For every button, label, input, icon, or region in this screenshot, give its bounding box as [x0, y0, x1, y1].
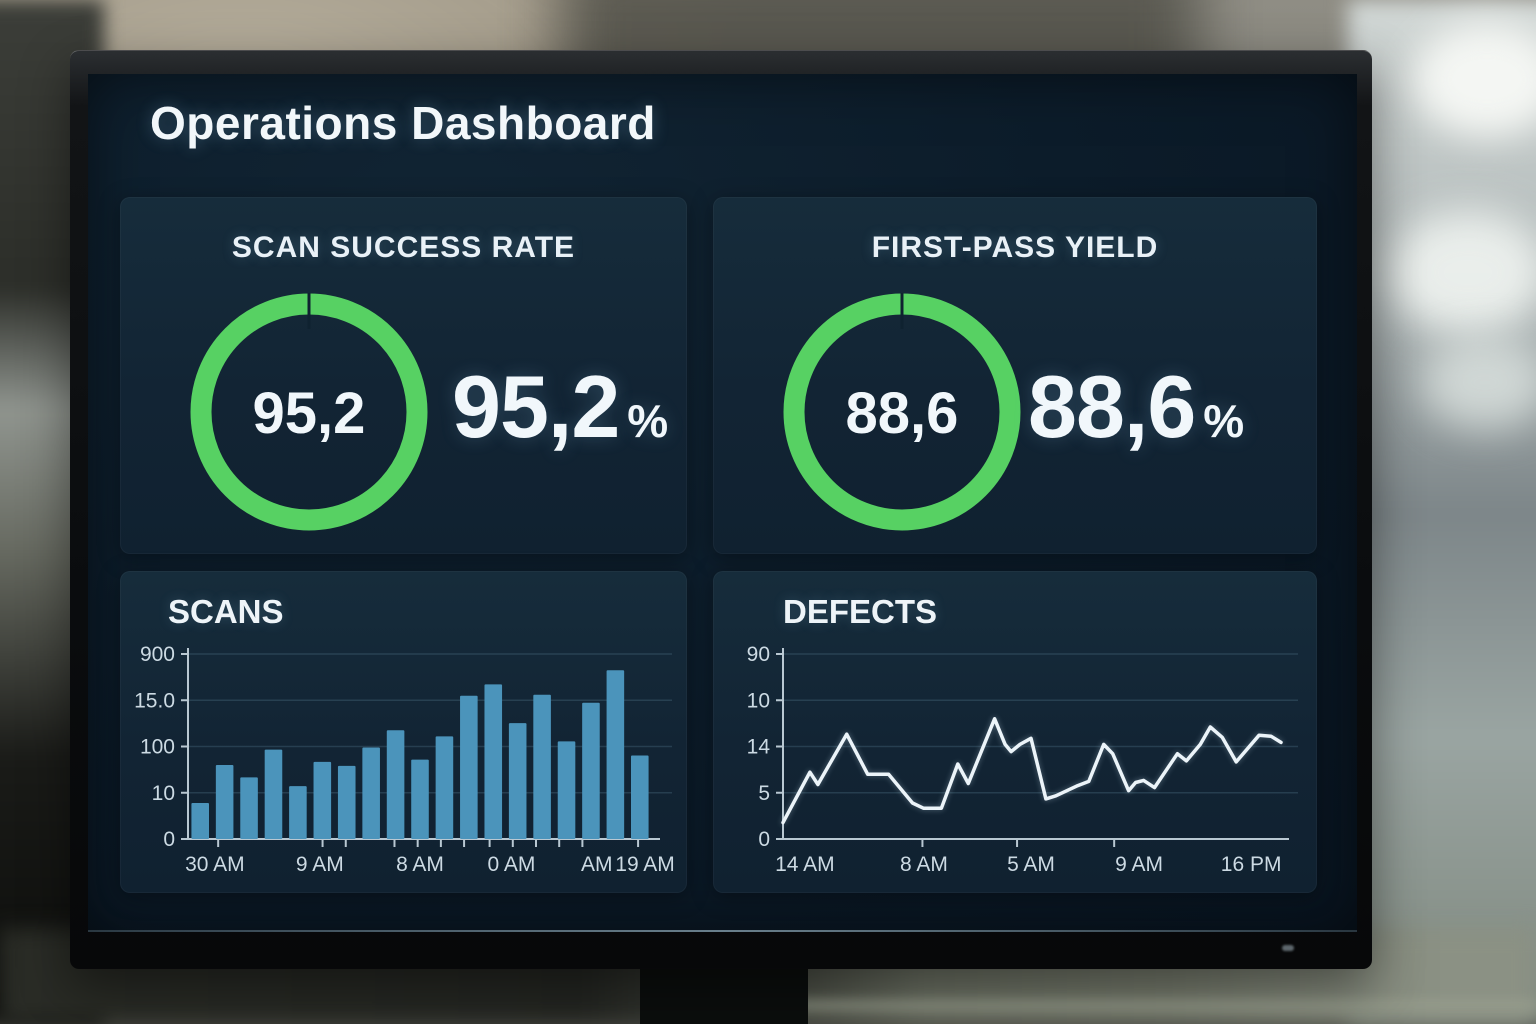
dashboard-screen: Operations Dashboard SCAN SUCCESS RATE 9… — [88, 74, 1357, 932]
kpi-percent-sign: % — [1203, 395, 1244, 447]
svg-text:16 PM: 16 PM — [1221, 853, 1282, 876]
svg-text:0 AM: 0 AM — [487, 853, 535, 876]
gauge-value: 95,2 — [253, 381, 366, 446]
background-blur-right — [1348, 0, 1536, 1024]
svg-text:900: 900 — [140, 643, 175, 666]
bezel-reflection-glint — [1282, 945, 1294, 951]
svg-text:19 AM: 19 AM — [615, 853, 675, 876]
svg-text:5: 5 — [758, 782, 770, 805]
gauge-value: 88,6 — [846, 381, 959, 446]
svg-text:0: 0 — [163, 828, 175, 851]
panel-scan-success-rate: SCAN SUCCESS RATE 95,2 95,2% — [120, 197, 687, 554]
svg-text:10: 10 — [747, 689, 770, 712]
scan-success-gauge-ring: 95,2 — [190, 293, 428, 531]
svg-text:30 AM: 30 AM — [185, 853, 245, 876]
panel-first-pass-yield: FIRST-PASS YIELD 88,6 88,6% — [713, 197, 1317, 554]
svg-text:0: 0 — [758, 828, 770, 851]
monitor-bezel: Operations Dashboard SCAN SUCCESS RATE 9… — [70, 50, 1372, 969]
kpi-title: SCAN SUCCESS RATE — [231, 231, 576, 264]
svg-text:14 AM: 14 AM — [775, 853, 835, 876]
svg-text:9 AM: 9 AM — [296, 853, 344, 876]
kpi-value: 88,6% — [1028, 363, 1244, 451]
svg-text:10: 10 — [152, 782, 175, 805]
background-blur-bottom-line — [790, 1000, 1536, 1010]
bokeh-highlight — [1388, 210, 1536, 335]
chart-title: DEFECTS — [783, 593, 938, 630]
panel-scans: SCANS 900 15.0 100 10 0 30 AM 9 AM 8 AM 0 AM AM 19… — [120, 571, 687, 893]
svg-text:90: 90 — [747, 643, 770, 666]
svg-text:9 AM: 9 AM — [1115, 853, 1163, 876]
defects-line-chart: 90 10 14 5 014 AM 8 AM 5 AM 9 AM 16 PM — [747, 643, 1298, 876]
kpi-number: 95,2 — [452, 357, 620, 456]
panel-defects: DEFECTS 90 10 14 5 0 14 AM 8 AM 5 AM 9 AM 16 PM — [713, 571, 1317, 893]
page-title: Operations Dashboard — [150, 97, 656, 149]
bokeh-highlight — [1412, 22, 1536, 137]
kpi-title: FIRST-PASS YIELD — [871, 231, 1159, 264]
kpi-number: 88,6 — [1028, 357, 1196, 456]
svg-text:100: 100 — [140, 736, 175, 759]
kpi-percent-sign: % — [627, 395, 668, 447]
svg-text:5 AM: 5 AM — [1007, 853, 1055, 876]
svg-text:15.0: 15.0 — [134, 689, 175, 712]
kpi-value: 95,2% — [452, 363, 668, 451]
bokeh-highlight — [1420, 335, 1536, 430]
chart-title: SCANS — [168, 593, 284, 630]
svg-text:14: 14 — [747, 736, 771, 759]
svg-text:AM: AM — [581, 853, 613, 876]
svg-text:8 AM: 8 AM — [396, 853, 444, 876]
first-pass-gauge-ring: 88,6 — [783, 293, 1021, 531]
svg-text:8 AM: 8 AM — [900, 853, 948, 876]
